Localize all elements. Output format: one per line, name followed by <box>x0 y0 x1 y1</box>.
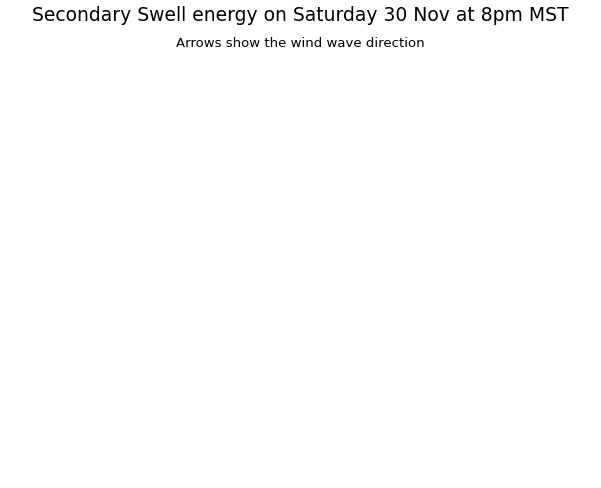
Text: Secondary Swell energy on Saturday 30 Nov at 8pm MST: Secondary Swell energy on Saturday 30 No… <box>32 6 569 25</box>
Text: cartopy required: cartopy required <box>243 265 358 279</box>
Text: Arrows show the wind wave direction: Arrows show the wind wave direction <box>176 37 425 50</box>
